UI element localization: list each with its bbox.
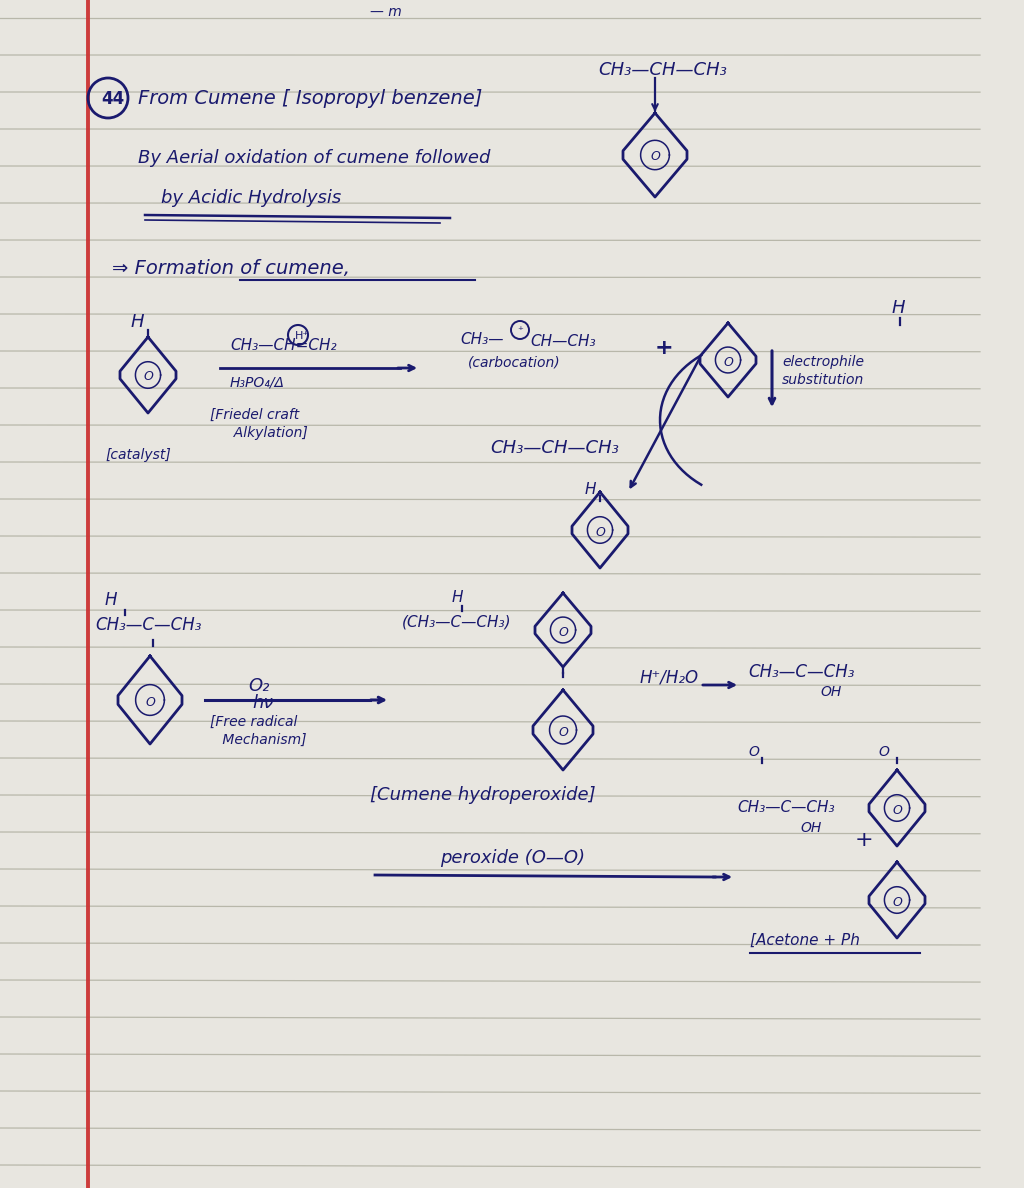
Text: [Friedel craft: [Friedel craft [210, 407, 299, 422]
Text: H: H [892, 299, 905, 317]
Text: Mechanism]: Mechanism] [218, 733, 306, 747]
Text: ⇒ Formation of cumene,: ⇒ Formation of cumene, [112, 259, 350, 278]
Text: peroxide (O—O): peroxide (O—O) [440, 849, 585, 867]
Text: — m: — m [370, 5, 401, 19]
Text: O: O [892, 803, 902, 816]
Text: H₃PO₄/Δ: H₃PO₄/Δ [230, 375, 285, 390]
Text: substitution: substitution [782, 373, 864, 387]
Text: O: O [558, 626, 568, 638]
Text: O: O [892, 896, 902, 909]
Text: [Acetone + Ph: [Acetone + Ph [750, 933, 860, 948]
Text: [Cumene hydroperoxide]: [Cumene hydroperoxide] [370, 786, 596, 804]
Text: H⁺: H⁺ [295, 331, 309, 341]
Text: By Aerial oxidation of cumene followed: By Aerial oxidation of cumene followed [138, 148, 490, 168]
Text: by Acidic Hydrolysis: by Acidic Hydrolysis [138, 189, 341, 207]
Text: 44: 44 [101, 90, 124, 108]
Text: CH₃—C—CH₃: CH₃—C—CH₃ [95, 617, 202, 634]
Text: +: + [855, 830, 873, 849]
Text: CH₃—CH—CH₃: CH₃—CH—CH₃ [490, 440, 618, 457]
Text: H: H [131, 312, 144, 331]
Text: hν: hν [252, 694, 273, 712]
Text: OH: OH [820, 685, 842, 699]
Text: (CH₃—C—CH₃): (CH₃—C—CH₃) [402, 614, 512, 630]
Text: +: + [655, 339, 674, 358]
Text: From Cumene [ Isopropyl benzene]: From Cumene [ Isopropyl benzene] [138, 88, 482, 107]
Text: O: O [748, 745, 759, 759]
Text: O₂: O₂ [248, 677, 269, 695]
Text: [Free radical: [Free radical [210, 715, 297, 729]
Text: CH—CH₃: CH—CH₃ [530, 335, 596, 349]
Text: H⁺/H₂O: H⁺/H₂O [640, 669, 699, 687]
Text: CH₃—CH—CH₃: CH₃—CH—CH₃ [598, 61, 727, 78]
Text: ⁺: ⁺ [517, 326, 523, 336]
Text: O: O [558, 726, 568, 739]
Text: H: H [105, 590, 118, 609]
Text: CH₃—C—CH₃: CH₃—C—CH₃ [748, 663, 854, 681]
Text: H: H [585, 482, 597, 498]
Text: O: O [878, 745, 889, 759]
Text: electrophile: electrophile [782, 355, 864, 369]
Text: CH₃—CH=CH₂: CH₃—CH=CH₂ [230, 337, 337, 353]
Text: OH: OH [800, 821, 821, 835]
Text: O: O [650, 151, 659, 164]
Text: (carbocation): (carbocation) [468, 355, 560, 369]
Text: O: O [145, 695, 155, 708]
Text: O: O [595, 525, 605, 538]
Text: CH₃—C—CH₃: CH₃—C—CH₃ [737, 801, 835, 815]
Text: CH₃—: CH₃— [460, 333, 504, 348]
Text: [catalyst]: [catalyst] [105, 448, 171, 462]
Text: Alkylation]: Alkylation] [225, 426, 308, 440]
Text: O: O [723, 355, 733, 368]
Text: H: H [452, 590, 464, 606]
Text: O: O [143, 371, 153, 384]
